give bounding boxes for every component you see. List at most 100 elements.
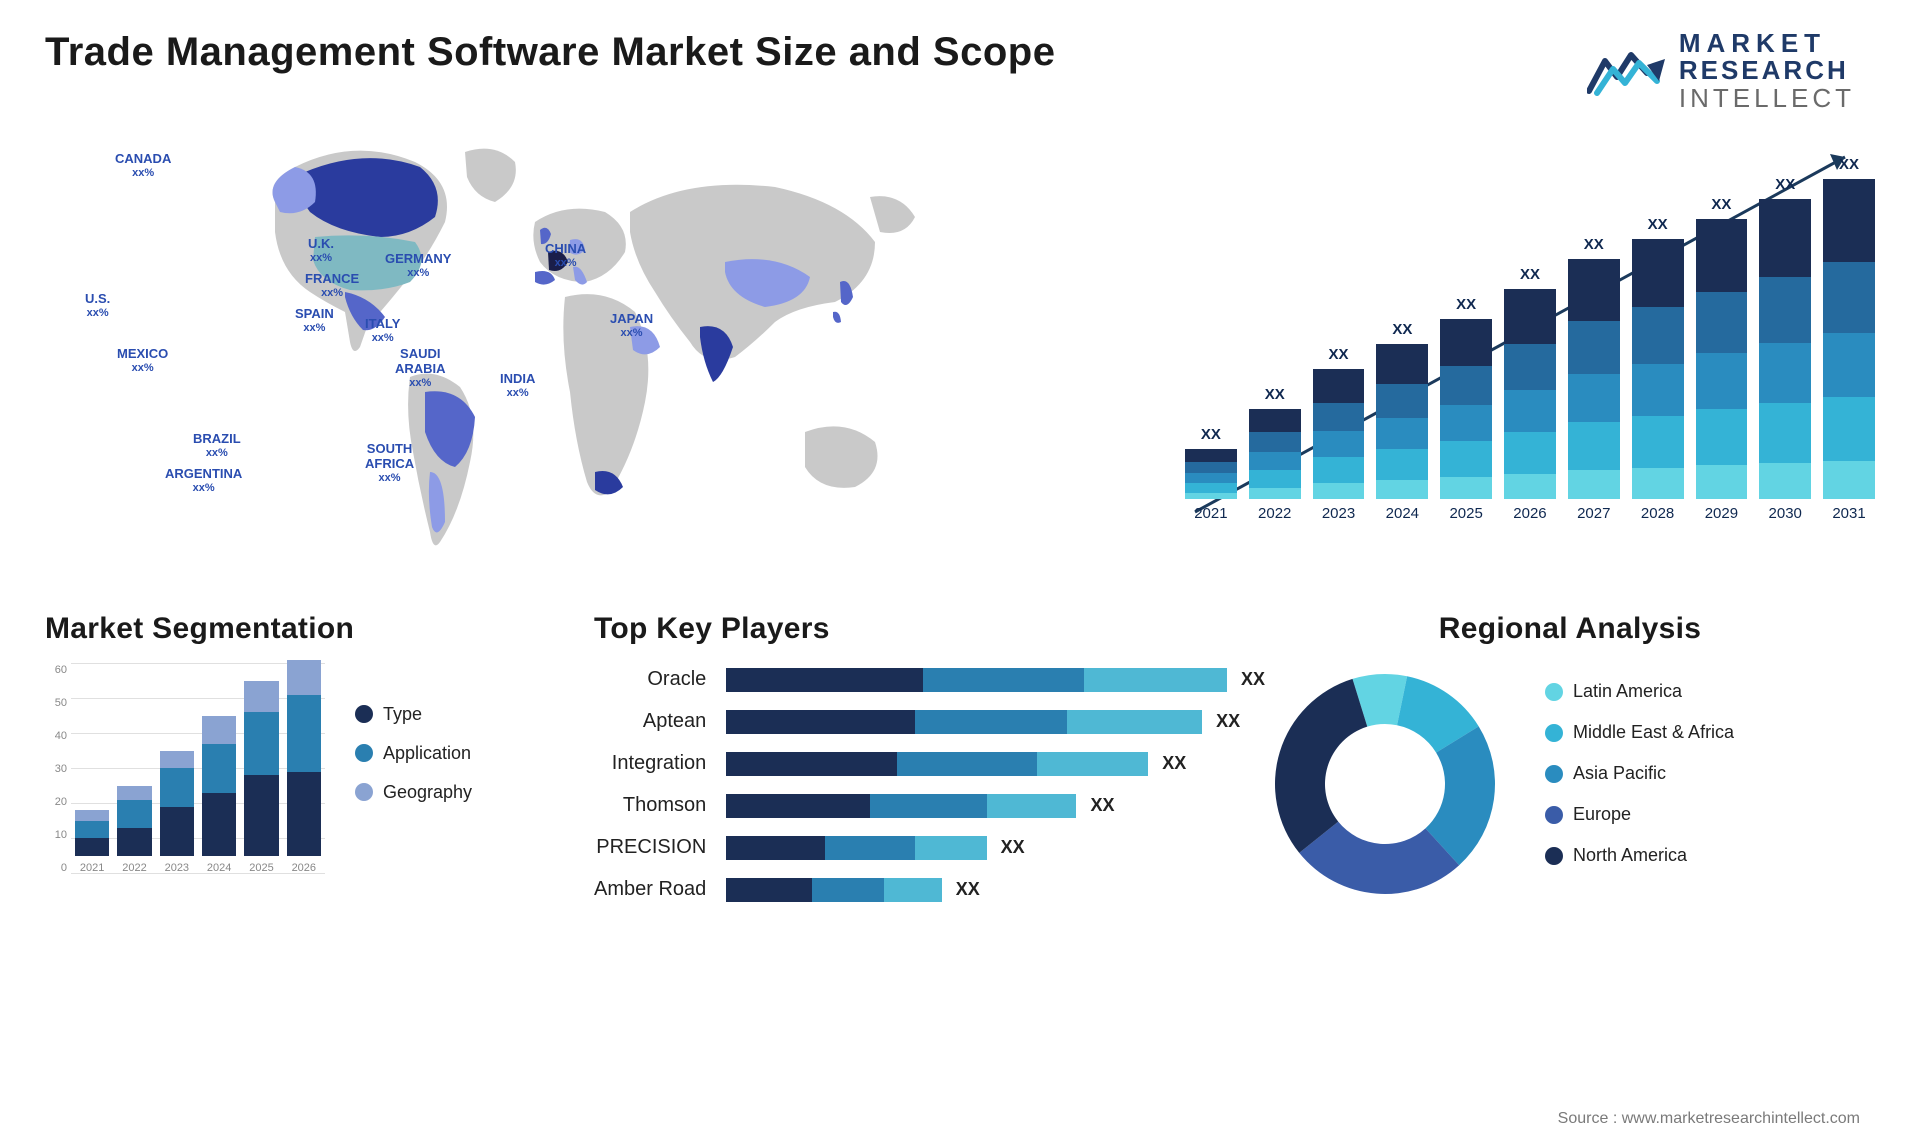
- regional-legend-item: Europe: [1545, 804, 1734, 825]
- main-bar-value-label: XX: [1520, 266, 1540, 283]
- main-bar-chart: XX2021XX2022XX2023XX2024XX2025XX2026XX20…: [1175, 132, 1875, 562]
- regional-legend-item: Latin America: [1545, 681, 1734, 702]
- seg-bar-2022: 2022: [117, 786, 151, 874]
- main-bar-2021: XX 2021: [1185, 426, 1237, 522]
- main-bar-2030: XX 2030: [1759, 176, 1811, 522]
- player-name: Amber Road: [594, 878, 706, 902]
- player-value: XX: [1001, 837, 1025, 858]
- page-title: Trade Management Software Market Size an…: [45, 30, 1055, 75]
- seg-bar-2021: 2021: [75, 810, 109, 874]
- map-label-germany: GERMANYxx%: [385, 252, 451, 280]
- player-row: XX: [726, 752, 1265, 776]
- regional-donut: [1265, 664, 1505, 904]
- legend-dot-icon: [355, 705, 373, 723]
- player-name: Thomson: [594, 794, 706, 818]
- main-bar-year: 2022: [1258, 505, 1291, 522]
- player-row: XX: [726, 878, 1265, 902]
- legend-dot-icon: [1545, 806, 1563, 824]
- bottom-row: Market Segmentation 6050403020100 202120…: [45, 612, 1875, 924]
- main-bar-year: 2031: [1832, 505, 1865, 522]
- legend-dot-icon: [1545, 847, 1563, 865]
- map-label-argentina: ARGENTINAxx%: [165, 467, 242, 495]
- player-name: PRECISION: [594, 836, 706, 860]
- key-players-panel: Top Key Players OracleApteanIntegrationT…: [594, 612, 1265, 924]
- player-row: XX: [726, 710, 1265, 734]
- map-label-china: CHINAxx%: [545, 242, 586, 270]
- main-bar-value-label: XX: [1648, 216, 1668, 233]
- source-attribution: Source : www.marketresearchintellect.com: [1558, 1110, 1860, 1128]
- main-bar-year: 2023: [1322, 505, 1355, 522]
- player-name: Oracle: [594, 668, 706, 692]
- main-bar-2027: XX 2027: [1568, 236, 1620, 522]
- main-bar-value-label: XX: [1201, 426, 1221, 443]
- legend-dot-icon: [1545, 765, 1563, 783]
- world-map: CANADAxx% U.S.xx% MEXICOxx% BRAZILxx% ARGENT…: [45, 132, 1125, 562]
- player-name: Aptean: [594, 710, 706, 734]
- main-bar-year: 2021: [1194, 505, 1227, 522]
- map-label-saudi: SAUDIARABIAxx%: [395, 347, 446, 390]
- main-bar-value-label: XX: [1584, 236, 1604, 253]
- header: Trade Management Software Market Size an…: [45, 30, 1875, 112]
- seg-legend-geography: Geography: [355, 782, 472, 803]
- map-label-brazil: BRAZILxx%: [193, 432, 241, 460]
- main-bar-2025: XX 2025: [1440, 296, 1492, 522]
- legend-dot-icon: [355, 783, 373, 801]
- player-row: XX: [726, 836, 1265, 860]
- player-value: XX: [1162, 753, 1186, 774]
- main-bar-value-label: XX: [1392, 321, 1412, 338]
- main-bar-value-label: XX: [1839, 156, 1859, 173]
- main-bar-value-label: XX: [1711, 196, 1731, 213]
- seg-legend-application: Application: [355, 743, 472, 764]
- regional-panel: Regional Analysis Latin America Middle Ea…: [1265, 612, 1875, 924]
- player-value: XX: [1241, 669, 1265, 690]
- regional-legend-item: Asia Pacific: [1545, 763, 1734, 784]
- seg-legend-type: Type: [355, 704, 472, 725]
- main-bar-value-label: XX: [1329, 346, 1349, 363]
- legend-dot-icon: [1545, 724, 1563, 742]
- regional-legend-item: North America: [1545, 845, 1734, 866]
- seg-bar-2026: 2026: [287, 660, 321, 874]
- regional-legend: Latin America Middle East & Africa Asia Pa…: [1545, 681, 1734, 886]
- legend-dot-icon: [1545, 683, 1563, 701]
- main-bar-year: 2028: [1641, 505, 1674, 522]
- map-label-canada: CANADAxx%: [115, 152, 171, 180]
- seg-bar-2024: 2024: [202, 716, 236, 874]
- map-label-us: U.S.xx%: [85, 292, 110, 320]
- main-bar-year: 2025: [1449, 505, 1482, 522]
- map-label-mexico: MEXICOxx%: [117, 347, 168, 375]
- legend-dot-icon: [355, 744, 373, 762]
- map-label-india: INDIAxx%: [500, 372, 535, 400]
- main-bar-2023: XX 2023: [1313, 346, 1365, 522]
- main-bar-year: 2027: [1577, 505, 1610, 522]
- segmentation-title: Market Segmentation: [45, 612, 594, 646]
- seg-bar-2025: 2025: [244, 681, 278, 874]
- player-row: XX: [726, 794, 1265, 818]
- main-bar-2029: XX 2029: [1696, 196, 1748, 522]
- main-bar-2031: XX 2031: [1823, 156, 1875, 522]
- player-value: XX: [1090, 795, 1114, 816]
- main-bar-value-label: XX: [1265, 386, 1285, 403]
- key-players-title: Top Key Players: [594, 612, 1265, 646]
- logo-text: MARKET RESEARCH INTELLECT: [1679, 30, 1855, 112]
- main-bar-year: 2029: [1705, 505, 1738, 522]
- segmentation-panel: Market Segmentation 6050403020100 202120…: [45, 612, 594, 924]
- brand-logo: MARKET RESEARCH INTELLECT: [1587, 30, 1855, 112]
- player-value: XX: [1216, 711, 1240, 732]
- regional-legend-item: Middle East & Africa: [1545, 722, 1734, 743]
- main-bar-year: 2026: [1513, 505, 1546, 522]
- main-bar-value-label: XX: [1456, 296, 1476, 313]
- map-label-uk: U.K.xx%: [308, 237, 334, 265]
- key-players-chart: OracleApteanIntegrationThomsonPRECISIONA…: [594, 664, 1265, 902]
- segmentation-chart: 6050403020100 202120222023202420252026: [45, 664, 325, 924]
- main-bar-year: 2030: [1769, 505, 1802, 522]
- regional-title: Regional Analysis: [1265, 612, 1875, 646]
- main-bar-value-label: XX: [1775, 176, 1795, 193]
- map-label-japan: JAPANxx%: [610, 312, 653, 340]
- map-label-spain: SPAINxx%: [295, 307, 334, 335]
- seg-bar-2023: 2023: [160, 751, 194, 874]
- player-value: XX: [956, 879, 980, 900]
- player-row: XX: [726, 668, 1265, 692]
- main-bar-2028: XX 2028: [1632, 216, 1684, 522]
- main-bar-2024: XX2024: [1376, 321, 1428, 522]
- logo-mark-icon: [1587, 41, 1667, 101]
